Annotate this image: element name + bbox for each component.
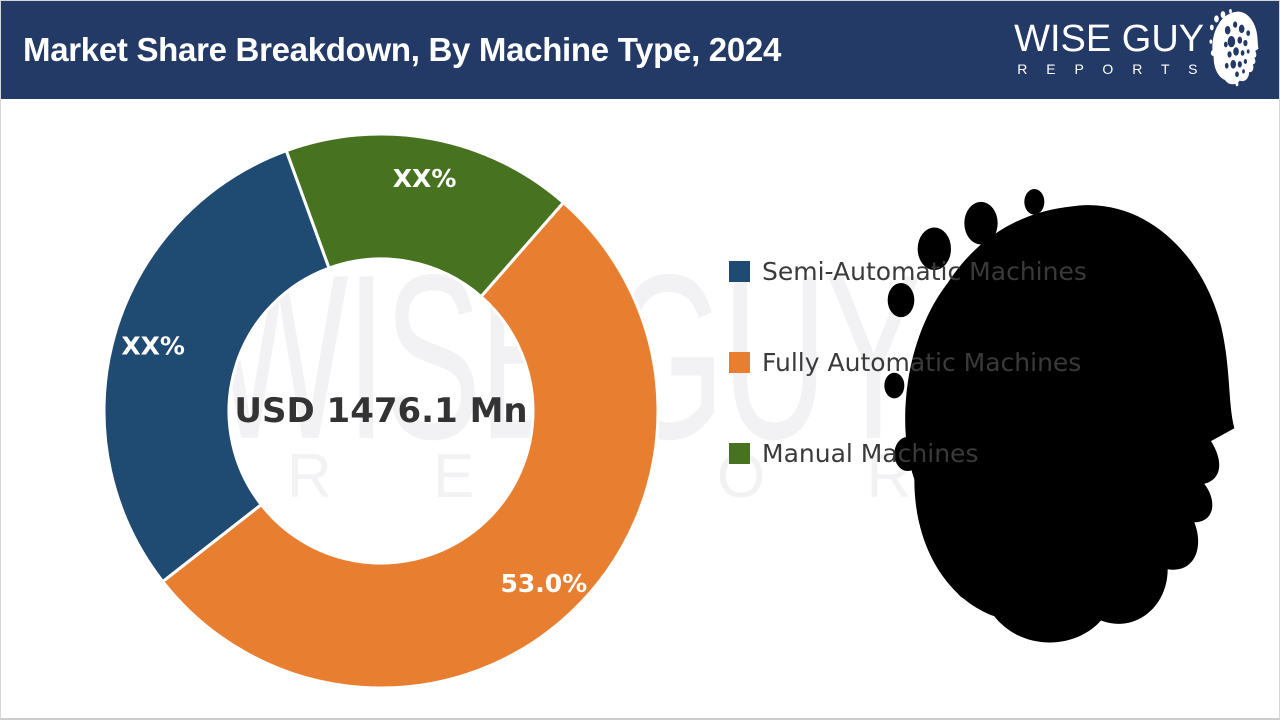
header: Market Share Breakdown, By Machine Type,… (1, 1, 1279, 99)
slice-label: XX% (121, 332, 185, 361)
donut-slice-manual-machines (284, 132, 565, 299)
donut-slice-fully-automatic-machines (161, 201, 660, 690)
legend-item-manual: Manual Machines (729, 441, 1087, 466)
legend-item-semi-automatic: Semi-Automatic Machines (729, 259, 1087, 284)
logo-text: WISE GUY R E P O R T S (1013, 20, 1205, 77)
legend-label: Fully Automatic Machines (762, 348, 1082, 377)
logo-wordmark: WISE GUY (1014, 17, 1205, 60)
slice-label: 53.0% (500, 569, 587, 598)
legend-label: Manual Machines (762, 439, 979, 468)
slice-label: XX% (393, 164, 457, 193)
watermark-face-icon (884, 189, 1235, 643)
legend-swatch-manual (729, 443, 750, 464)
logo-subtitle: R E P O R T S (1017, 60, 1205, 77)
legend-swatch-fully-automatic (729, 352, 750, 373)
donut-slice-semi-automatic-machines (102, 149, 331, 584)
legend: Semi-Automatic Machines Fully Automatic … (729, 259, 1087, 466)
chart-area: WISE GUY R E P O R T S (1, 99, 1279, 718)
legend-item-fully-automatic: Fully Automatic Machines (729, 350, 1087, 375)
wiseguy-logo: WISE GUY R E P O R T S (1013, 9, 1265, 87)
legend-swatch-semi-automatic (729, 261, 750, 282)
legend-label: Semi-Automatic Machines (762, 257, 1087, 286)
donut-center-label: USD 1476.1 Mn (234, 391, 528, 431)
page-title: Market Share Breakdown, By Machine Type,… (23, 31, 782, 68)
logo-face-icon (1209, 9, 1259, 87)
donut-chart: XX% 53.0% XX% (102, 132, 660, 690)
